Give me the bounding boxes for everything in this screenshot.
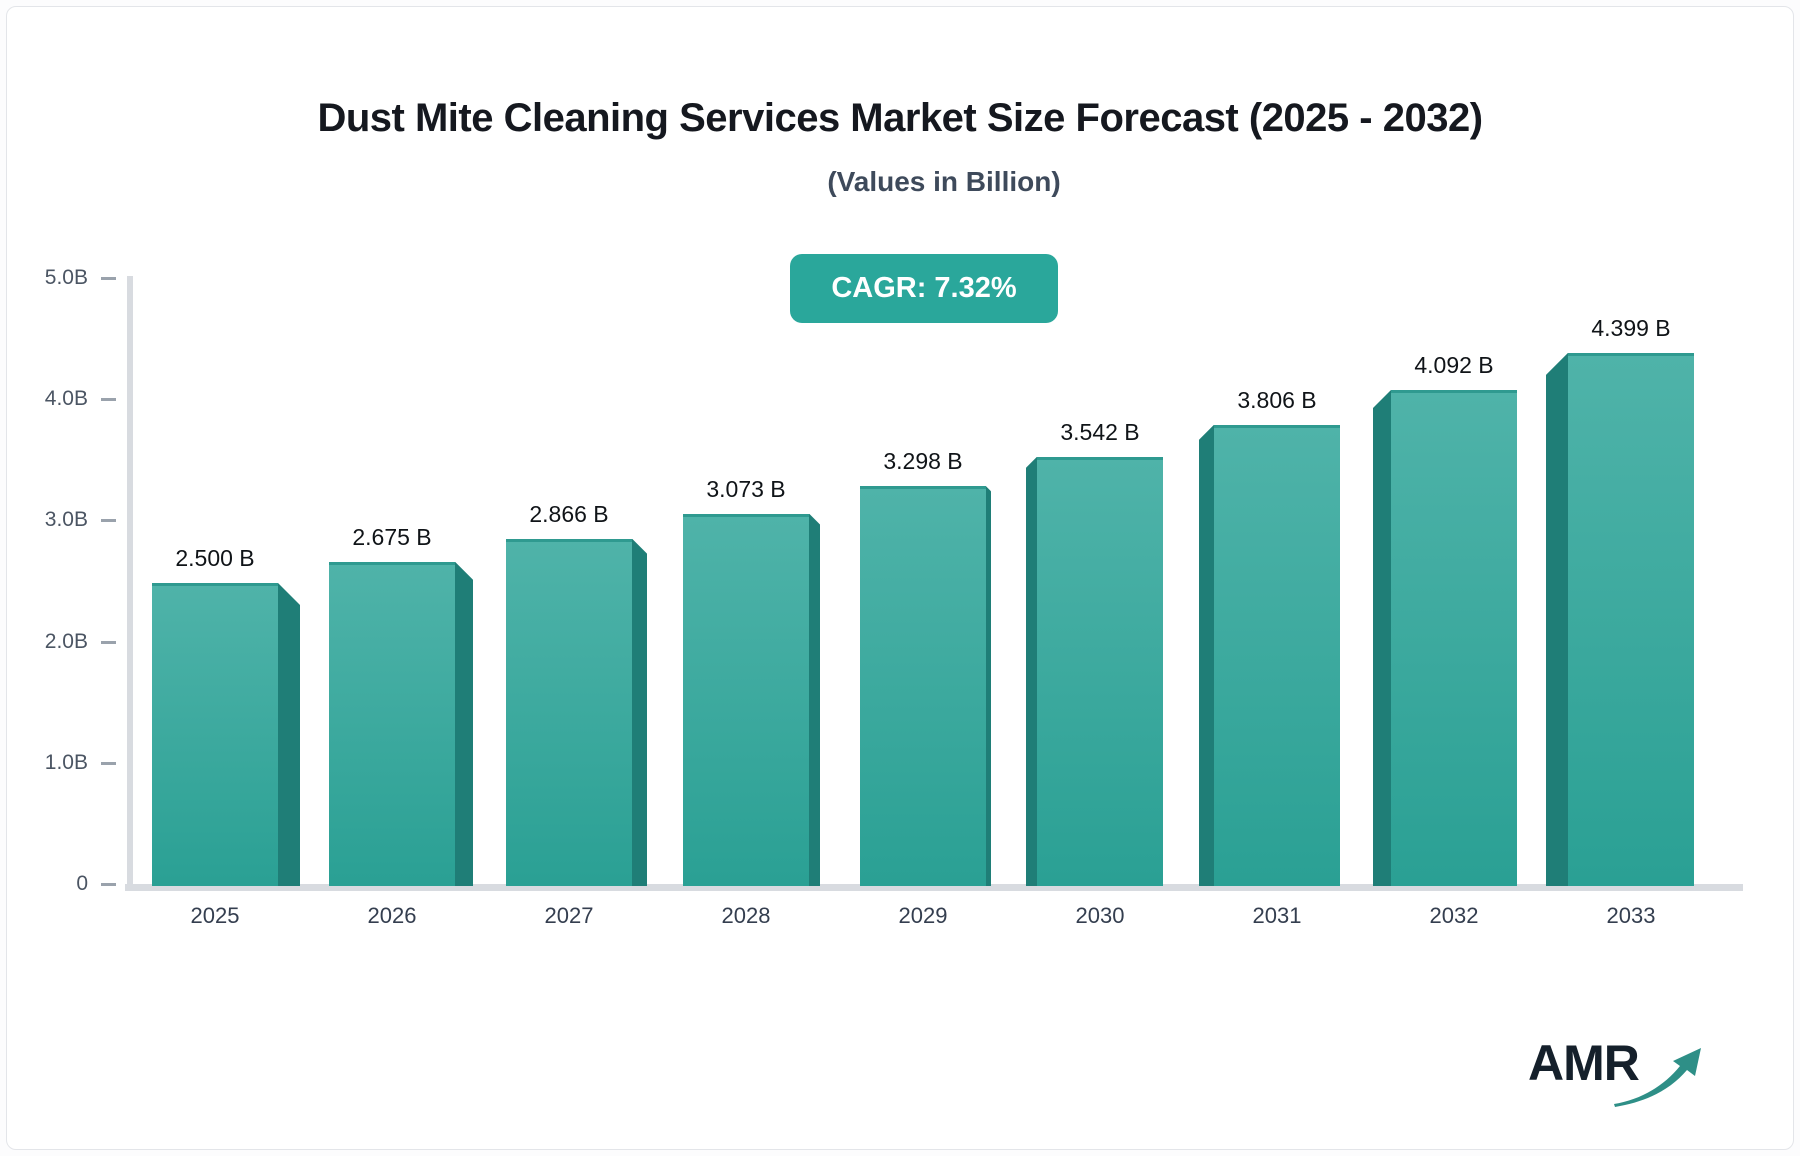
bar-side-2029 [986,486,991,886]
bar-2030 [1037,456,1163,886]
bar-side-2028 [809,513,820,886]
cagr-badge: CAGR: 7.32% [790,254,1058,323]
x-axis-label-2033: 2033 [1606,903,1656,928]
bar-side-2031 [1199,424,1214,886]
y-tick-dash [101,761,116,765]
x-axis-baseline [125,884,1743,891]
y-tick-label: 1.0B [44,750,88,774]
bar-side-2033 [1546,352,1568,886]
bar-value-label: 4.399 B [1591,314,1671,341]
x-axis-label-2030: 2030 [1075,903,1125,928]
chart-title: Dust Mite Cleaning Services Market Size … [317,96,1483,140]
y-tick-label: 3.0B [44,508,88,532]
x-axis-label-2027: 2027 [544,903,594,928]
bar-2031 [1214,424,1340,886]
x-axis-label-2025: 2025 [190,903,240,928]
bar-side-2027 [632,538,647,886]
x-axis-label-2032: 2032 [1429,903,1479,928]
bar-value-label: 2.500 B [175,545,255,571]
bar-value-label: 3.073 B [706,475,786,502]
cagr-badge-label: CAGR: 7.32% [831,272,1017,304]
y-tick-label: 0 [76,872,88,895]
bar-2025 [152,583,278,886]
bar-value-label: 3.542 B [1060,418,1140,445]
amr-logo: AMR [1528,1034,1728,1114]
bar-value-label: 2.866 B [529,500,609,527]
y-tick-dash [101,277,116,280]
bar-2033 [1568,352,1694,886]
y-tick-label: 5.0B [44,266,88,289]
y-axis-line [127,276,133,890]
x-axis-label-2028: 2028 [721,903,771,928]
x-axis-label-2031: 2031 [1252,903,1302,928]
bar-value-label: 3.806 B [1237,386,1317,413]
bar-2027 [506,538,632,886]
y-tick-dash [101,640,116,644]
bar-side-2025 [278,583,300,886]
growth-arrow-icon [1614,1048,1701,1107]
x-axis-label-2026: 2026 [367,903,417,928]
bar-value-label: 2.675 B [352,523,432,550]
y-tick-dash [101,519,116,523]
bar-side-2030 [1026,456,1037,886]
y-tick-label: 4.0B [44,387,88,411]
bar-2026 [329,561,455,886]
y-tick-dash [101,883,116,886]
bar-2029 [860,486,986,886]
bar-side-2026 [455,561,473,886]
bar-2032 [1391,390,1517,886]
chart-subtitle: (Values in Billion) [827,166,1061,197]
amr-logo-text: AMR [1528,1035,1640,1091]
y-tick-label: 2.0B [44,629,88,653]
x-axis-label-2029: 2029 [898,903,948,928]
bar-value-label: 4.092 B [1414,352,1494,379]
bar-value-label: 3.298 B [883,448,963,475]
bar-side-2032 [1373,390,1391,886]
bar-2028 [683,513,809,886]
y-tick-dash [101,398,116,402]
